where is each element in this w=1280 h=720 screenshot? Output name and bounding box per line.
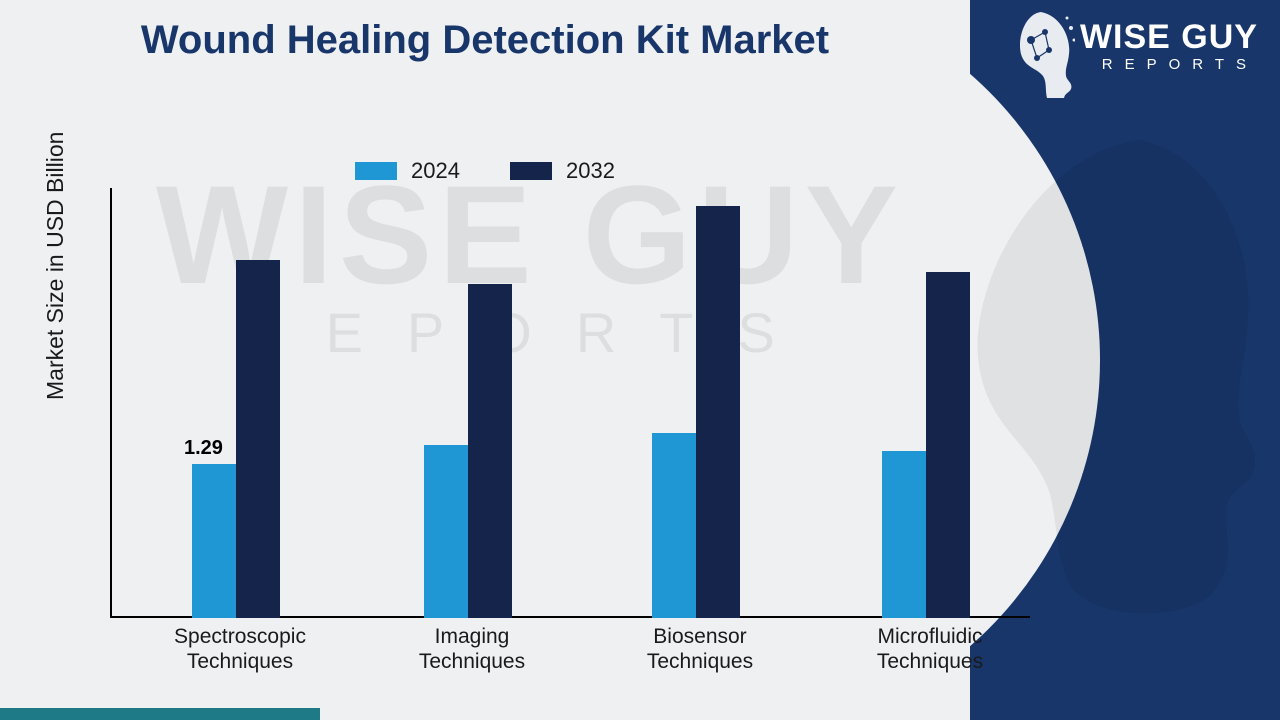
brand-sub: REPORTS (1080, 56, 1258, 73)
logo-head-icon (995, 10, 1075, 100)
brand-logo: WISE GUY REPORTS (1080, 20, 1258, 73)
bar-2032 (468, 284, 512, 618)
bar-2024 (882, 451, 926, 618)
bar-2024 (652, 433, 696, 618)
bar-2032 (236, 260, 280, 618)
legend: 2024 2032 (0, 158, 970, 184)
category-label: BiosensorTechniques (600, 624, 800, 674)
bar-2024 (424, 445, 468, 618)
legend-swatch-2024 (355, 162, 397, 180)
bar-2032 (926, 272, 970, 618)
y-axis-label: Market Size in USD Billion (42, 132, 69, 400)
brand-main: WISE GUY (1080, 20, 1258, 54)
legend-item-2024: 2024 (355, 158, 460, 184)
bar-2032 (696, 206, 740, 618)
bar-2024 (192, 464, 236, 618)
chart-area: 1.29 SpectroscopicTechniquesImagingTechn… (110, 188, 1090, 618)
category-label: MicrofluidicTechniques (830, 624, 1030, 674)
chart-canvas: WISE GUY REPORTS WISE GUY REPORTS Wound … (0, 0, 1280, 720)
legend-item-2032: 2032 (510, 158, 615, 184)
category-label: SpectroscopicTechniques (140, 624, 340, 674)
legend-label-2032: 2032 (566, 158, 615, 184)
legend-swatch-2032 (510, 162, 552, 180)
bar-value-label: 1.29 (184, 437, 223, 460)
chart-title: Wound Healing Detection Kit Market (0, 18, 970, 63)
bottom-accent-bar (0, 708, 320, 720)
plot-area: 1.29 (110, 188, 1030, 618)
category-label: ImagingTechniques (372, 624, 572, 674)
legend-label-2024: 2024 (411, 158, 460, 184)
